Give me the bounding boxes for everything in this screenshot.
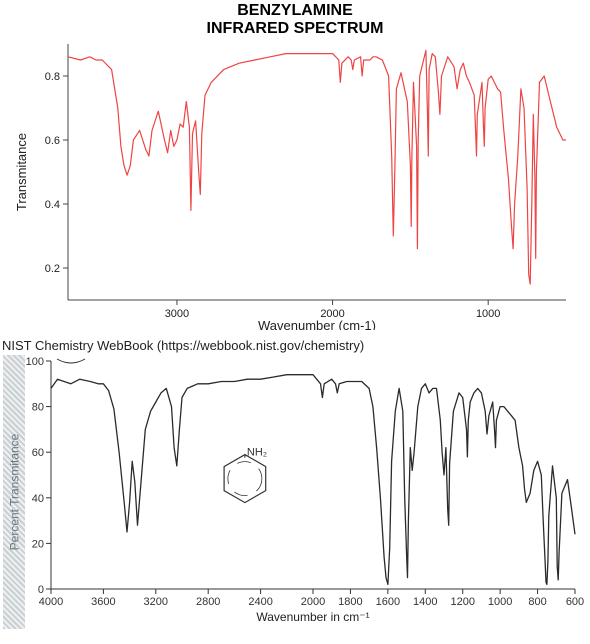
chart1-titles: BENZYLAMINE INFRARED SPECTRUM (0, 0, 590, 38)
svg-text:20: 20 (32, 538, 44, 550)
svg-text:2000: 2000 (301, 596, 325, 608)
page: { "meta": { "width_px": 590, "height_px"… (0, 0, 590, 644)
chart1: 0.20.40.60.8300020001000Wavenumber (cm-1… (12, 40, 572, 330)
svg-text:0: 0 (38, 584, 44, 596)
svg-text:1200: 1200 (450, 596, 474, 608)
svg-text:0.4: 0.4 (45, 199, 60, 211)
chart1-title1: BENZYLAMINE (0, 2, 590, 20)
svg-text:60: 60 (32, 447, 44, 459)
svg-text:0.6: 0.6 (45, 135, 60, 147)
svg-text:0.8: 0.8 (45, 71, 60, 83)
svg-text:0.2: 0.2 (45, 263, 60, 275)
svg-text:1800: 1800 (338, 596, 362, 608)
svg-text:100: 100 (26, 356, 44, 368)
chart1-svg: 0.20.40.60.8300020001000Wavenumber (cm-1… (12, 40, 572, 330)
chart1-title2: INFRARED SPECTRUM (0, 20, 590, 38)
svg-text:40: 40 (32, 493, 44, 505)
svg-text:Wavenumber (cm-1): Wavenumber (cm-1) (258, 318, 376, 330)
svg-text:1400: 1400 (413, 596, 437, 608)
svg-text:2400: 2400 (248, 596, 272, 608)
svg-text:4000: 4000 (39, 596, 63, 608)
svg-text:1600: 1600 (376, 596, 400, 608)
svg-text:3000: 3000 (165, 308, 189, 320)
svg-text:Transmitance: Transmitance (14, 133, 29, 211)
svg-text:800: 800 (528, 596, 546, 608)
chart2-svg: 0 20 40 60 80 100 4000 3600 3200 2800 2400 2000 1800… (3, 355, 585, 629)
svg-text:NH₂: NH₂ (247, 447, 267, 459)
svg-text:1000: 1000 (476, 308, 500, 320)
chart2: Percent Transmitance 0204060801004000360… (3, 355, 585, 629)
svg-text:3200: 3200 (144, 596, 168, 608)
svg-text:1000: 1000 (488, 596, 512, 608)
svg-text:Wavenumber in cm⁻¹: Wavenumber in cm⁻¹ (256, 610, 369, 624)
svg-text:3600: 3600 (91, 596, 115, 608)
source-line: NIST Chemistry WebBook (https://webbook.… (2, 338, 590, 353)
svg-text:2800: 2800 (196, 596, 220, 608)
svg-text:600: 600 (566, 596, 584, 608)
svg-text:80: 80 (32, 402, 44, 414)
